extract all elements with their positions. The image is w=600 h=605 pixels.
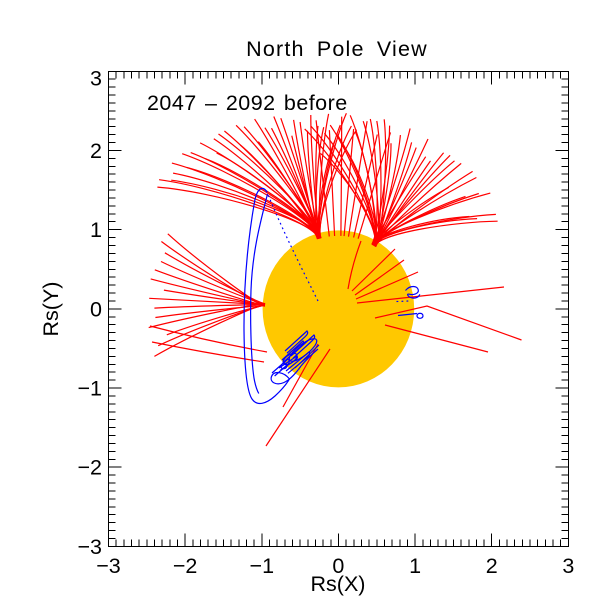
- svg-text:3: 3: [562, 554, 574, 578]
- svg-text:Rs(X): Rs(X): [311, 572, 366, 596]
- svg-text:North Pole View: North Pole View: [246, 37, 428, 61]
- svg-text:−2: −2: [77, 456, 102, 480]
- svg-text:−2: −2: [173, 554, 198, 578]
- svg-text:Rs(Y): Rs(Y): [39, 282, 63, 337]
- svg-text:−1: −1: [250, 554, 275, 578]
- svg-text:3: 3: [90, 67, 102, 91]
- svg-text:2: 2: [486, 554, 498, 578]
- svg-text:2047 – 2092 before: 2047 – 2092 before: [147, 91, 348, 115]
- svg-text:−1: −1: [77, 377, 102, 401]
- svg-text:1: 1: [90, 218, 102, 242]
- svg-text:−3: −3: [96, 554, 121, 578]
- svg-text:−3: −3: [77, 535, 102, 559]
- svg-text:0: 0: [332, 554, 344, 578]
- svg-text:1: 1: [409, 554, 421, 578]
- svg-text:0: 0: [90, 297, 102, 321]
- svg-text:2: 2: [90, 139, 102, 163]
